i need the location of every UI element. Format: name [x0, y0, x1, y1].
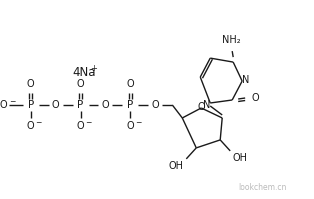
Text: −: −: [135, 118, 142, 127]
Text: lookchem.cn: lookchem.cn: [238, 183, 286, 192]
Text: O: O: [102, 100, 109, 110]
Text: O: O: [77, 121, 84, 131]
Text: O: O: [127, 79, 134, 89]
Text: O: O: [251, 93, 259, 103]
Text: O: O: [27, 121, 35, 131]
Text: O: O: [52, 100, 59, 110]
Text: O: O: [27, 79, 35, 89]
Text: O: O: [0, 100, 8, 110]
Text: N: N: [242, 75, 250, 85]
Text: OH: OH: [233, 153, 248, 163]
Text: OH: OH: [169, 161, 184, 171]
Text: +: +: [90, 63, 97, 73]
Text: O: O: [77, 79, 84, 89]
Text: −: −: [9, 98, 15, 106]
Text: O: O: [198, 102, 205, 112]
Text: N: N: [203, 100, 210, 110]
Text: NH₂: NH₂: [222, 35, 241, 45]
Text: O: O: [127, 121, 134, 131]
Text: −: −: [85, 118, 92, 127]
Text: −: −: [35, 118, 42, 127]
Text: 4Na: 4Na: [73, 65, 96, 79]
Text: O: O: [152, 100, 159, 110]
Text: P: P: [127, 100, 133, 110]
Text: P: P: [78, 100, 84, 110]
Text: P: P: [28, 100, 34, 110]
